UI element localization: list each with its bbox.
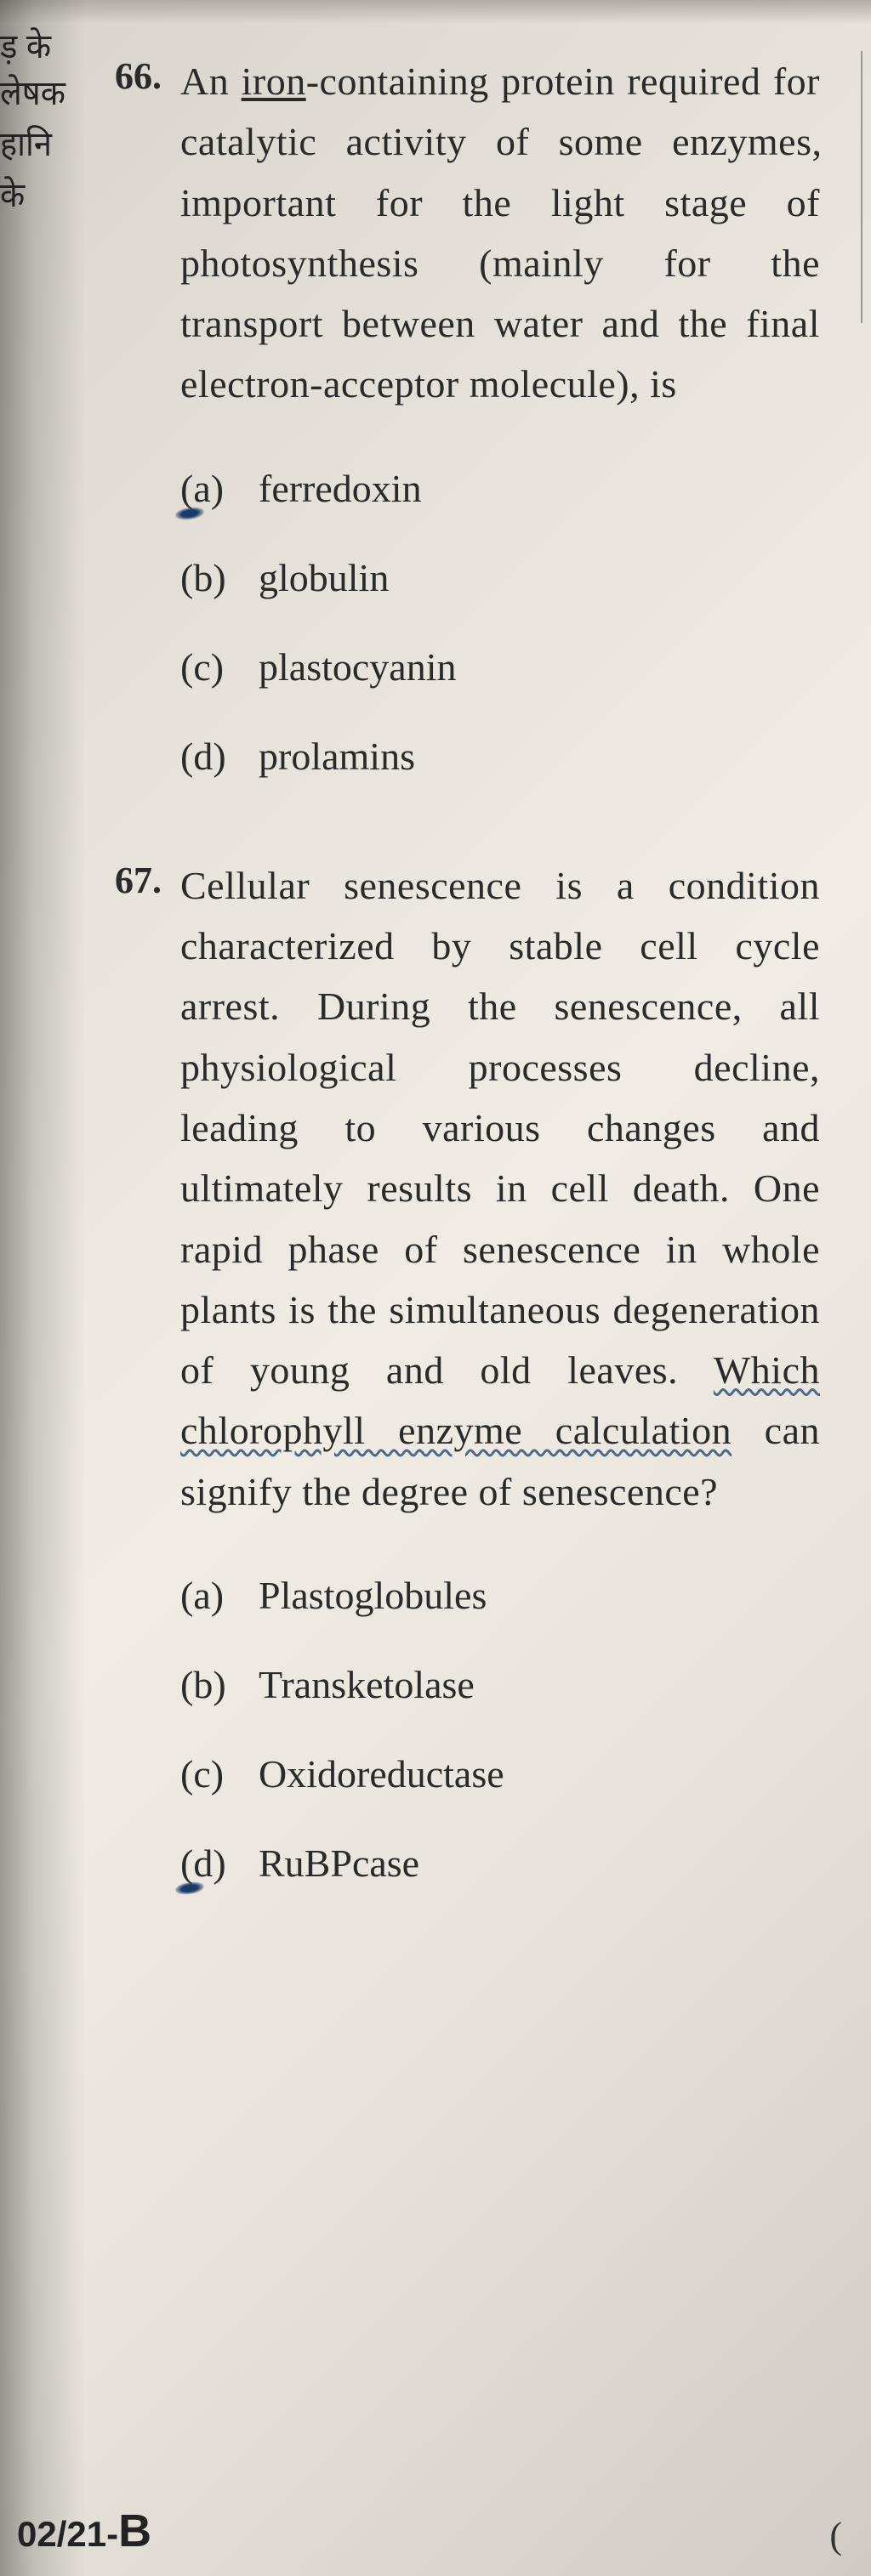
edge-fragment: हानि bbox=[0, 128, 52, 162]
option-67d: (d) RuBPcase bbox=[180, 1841, 820, 1886]
question-text: An iron-containing protein required for … bbox=[180, 51, 820, 415]
footer-series: B bbox=[118, 2505, 151, 2556]
q67-which: Which bbox=[714, 1348, 820, 1392]
edge-fragment: लेषक bbox=[0, 77, 65, 111]
option-67b: (b) Transketolase bbox=[180, 1662, 820, 1707]
option-66a: (a) ferredoxin bbox=[180, 466, 820, 511]
option-66b: (b) globulin bbox=[180, 555, 820, 600]
option-letter: (d) bbox=[180, 734, 242, 779]
option-letter: (d) bbox=[180, 1841, 242, 1886]
option-letter: (a) bbox=[180, 1573, 242, 1618]
question-text: Cellular senescence is a condition chara… bbox=[180, 855, 820, 1522]
question-body: 66. An iron-containing protein required … bbox=[102, 51, 820, 415]
option-text: Plastoglobules bbox=[259, 1573, 487, 1618]
pen-mark-icon bbox=[174, 505, 205, 521]
question-66-options: (a) ferredoxin (b) globulin (c) plastocy… bbox=[180, 466, 820, 779]
option-66c: (c) plastocyanin bbox=[180, 644, 820, 689]
binding-shadow bbox=[0, 0, 85, 2576]
option-letter: (b) bbox=[180, 555, 242, 600]
corner-paren: ( bbox=[829, 2514, 842, 2557]
footer-code: 02/21- bbox=[17, 2514, 118, 2554]
question-number: 66. bbox=[102, 51, 162, 415]
q66-underlined: iron bbox=[242, 60, 306, 103]
option-text: Oxidoreductase bbox=[259, 1751, 504, 1796]
page-content: 66. An iron-containing protein required … bbox=[94, 51, 845, 1962]
question-67-options: (a) Plastoglobules (b) Transketolase (c)… bbox=[180, 1573, 820, 1886]
option-text: prolamins bbox=[259, 734, 415, 779]
option-letter: (c) bbox=[180, 644, 242, 689]
q66-enzymes: enzymes bbox=[672, 120, 811, 163]
option-67a: (a) Plastoglobules bbox=[180, 1573, 820, 1618]
option-letter: (c) bbox=[180, 1751, 242, 1796]
option-text: Transketolase bbox=[259, 1662, 475, 1707]
question-67: 67. Cellular senescence is a condition c… bbox=[102, 855, 820, 1886]
top-edge-shadow bbox=[0, 0, 871, 24]
q66-comma: , bbox=[812, 120, 821, 163]
option-letter: (a) bbox=[180, 466, 242, 511]
page-footer-code: 02/21-B bbox=[17, 2505, 151, 2557]
option-text: RuBPcase bbox=[259, 1841, 419, 1886]
q66-prefix: An bbox=[180, 60, 242, 103]
option-letter-text: (d) bbox=[180, 1841, 226, 1885]
question-body: 67. Cellular senescence is a condition c… bbox=[102, 855, 820, 1522]
option-letter: (b) bbox=[180, 1662, 242, 1707]
edge-fragment: के bbox=[0, 179, 25, 213]
edge-fragment: ड़ के bbox=[0, 30, 51, 64]
option-text: plastocyanin bbox=[259, 644, 457, 689]
option-66d: (d) prolamins bbox=[180, 734, 820, 779]
q66-rest: important for the light stage of photosy… bbox=[180, 181, 820, 406]
option-letter-text: (a) bbox=[180, 467, 224, 510]
option-text: ferredoxin bbox=[259, 466, 422, 511]
question-number: 67. bbox=[102, 855, 162, 1522]
option-67c: (c) Oxidoreductase bbox=[180, 1751, 820, 1796]
right-margin-rule bbox=[861, 51, 862, 323]
question-66: 66. An iron-containing protein required … bbox=[102, 51, 820, 779]
pen-mark-icon bbox=[174, 1881, 205, 1897]
option-text: globulin bbox=[259, 555, 389, 600]
q67-before: Cellular senescence is a condition chara… bbox=[180, 864, 820, 1392]
q67-wavy-phrase: chlorophyll enzyme calculation bbox=[180, 1409, 732, 1452]
q67-sp2 bbox=[732, 1409, 765, 1452]
